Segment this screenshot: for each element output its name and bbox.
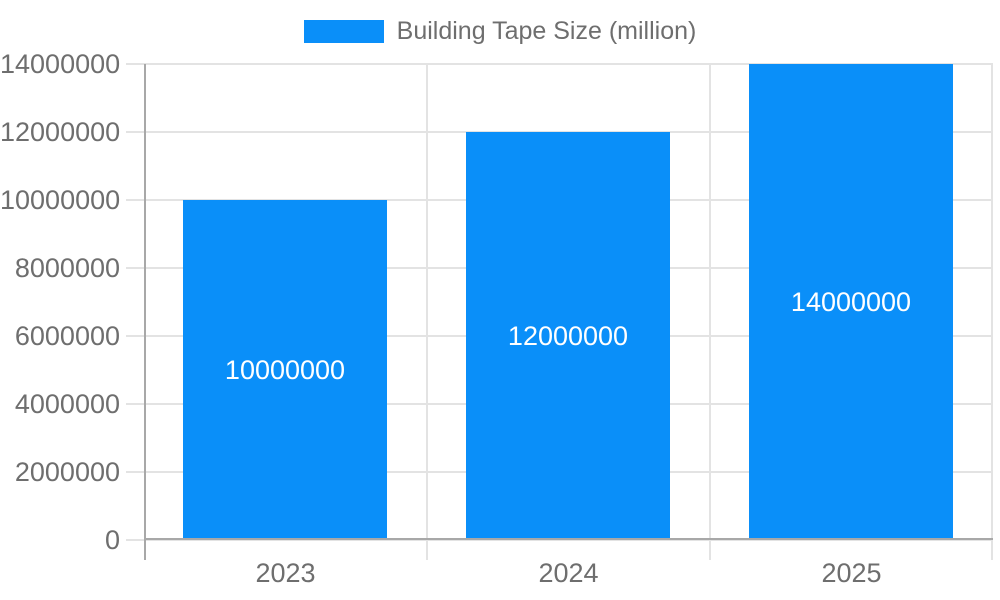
y-axis-label: 2000000	[14, 457, 120, 487]
y-axis-line	[144, 64, 146, 560]
y-axis-label: 8000000	[14, 253, 120, 283]
y-axis-tick	[126, 471, 144, 473]
gridline	[144, 63, 993, 65]
x-axis-label: 2025	[821, 558, 882, 588]
bar-value-label: 10000000	[224, 354, 346, 385]
legend-label: Building Tape Size (million)	[396, 16, 697, 45]
x-axis-label: 2023	[255, 558, 316, 588]
y-axis-tick	[126, 199, 144, 201]
legend[interactable]: Building Tape Size (million)	[0, 17, 1000, 45]
bar-value-label: 14000000	[790, 286, 912, 317]
gridline	[144, 539, 993, 541]
y-axis-label: 0	[104, 525, 120, 555]
y-axis-tick	[126, 335, 144, 337]
y-axis-label: 14000000	[0, 49, 121, 79]
y-axis-tick	[126, 539, 144, 541]
bar-2024[interactable]: 12000000	[466, 132, 670, 540]
bar-2023[interactable]: 10000000	[183, 200, 387, 540]
y-axis-label: 10000000	[0, 185, 121, 215]
bar-2025[interactable]: 14000000	[749, 64, 953, 540]
y-axis-tick	[126, 131, 144, 133]
plot-right-border	[991, 64, 993, 560]
y-axis-label: 4000000	[14, 389, 120, 419]
bar-value-label: 12000000	[507, 320, 629, 351]
y-axis-tick	[126, 403, 144, 405]
legend-swatch-icon[interactable]	[303, 19, 384, 43]
y-axis-tick	[126, 267, 144, 269]
category-boundary-line	[709, 64, 711, 560]
x-axis-line	[144, 538, 993, 540]
category-boundary-line	[426, 64, 428, 560]
plot-area: 10000000 12000000 14000000	[126, 63, 993, 560]
y-axis-label: 12000000	[0, 117, 121, 147]
y-axis-label: 6000000	[14, 321, 120, 351]
y-axis-tick	[126, 63, 144, 65]
x-axis-label: 2024	[538, 558, 599, 588]
